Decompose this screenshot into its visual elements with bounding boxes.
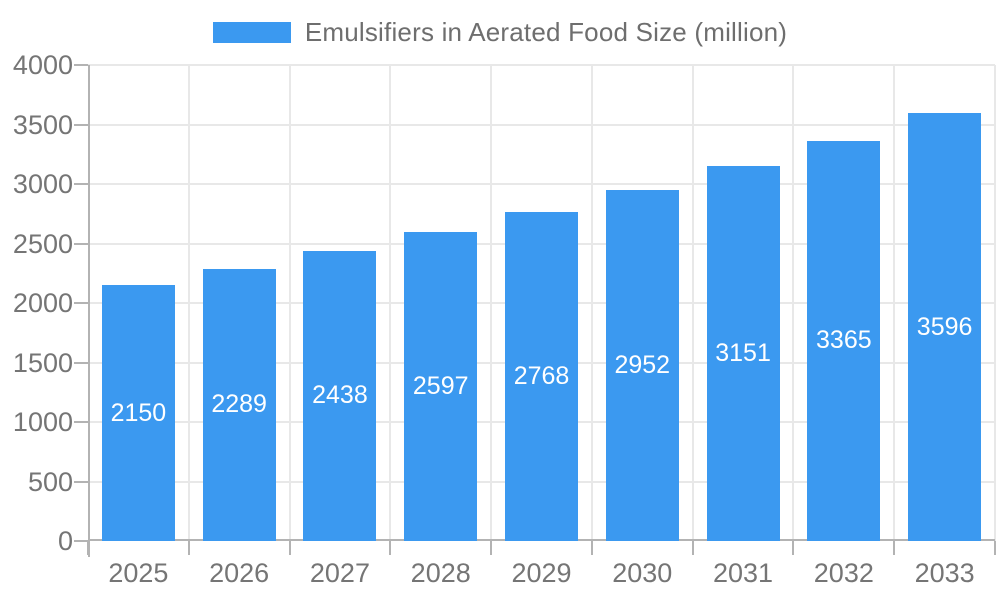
- y-axis-tick: [74, 540, 88, 542]
- gridline-vertical: [389, 65, 392, 541]
- bar-value-label: 3151: [715, 339, 771, 367]
- x-tick-label: 2030: [612, 558, 673, 588]
- y-tick-label: 4000: [12, 50, 73, 80]
- x-axis-tick: [187, 541, 190, 555]
- gridline-vertical: [994, 65, 996, 541]
- gridline-horizontal: [88, 123, 995, 126]
- y-axis-tick: [74, 361, 88, 364]
- bar-value-label: 2289: [211, 390, 267, 419]
- gridline-vertical: [893, 65, 896, 541]
- y-axis-tick: [74, 64, 88, 66]
- x-tick-label: 2028: [410, 558, 471, 588]
- bar-2031[interactable]: 3151: [706, 166, 780, 541]
- y-axis-tick: [74, 480, 88, 483]
- y-tick-label: 1000: [12, 407, 73, 437]
- legend-item[interactable]: Emulsifiers in Aerated Food Size (millio…: [0, 14, 1000, 50]
- plot-area: 0 500 1000 1500 2000 2500 3000 3500 4000 2150 2289…: [13, 50, 996, 588]
- gridline-horizontal: [88, 183, 995, 185]
- gridline-vertical: [490, 65, 493, 541]
- x-axis-tick: [288, 541, 291, 555]
- y-axis-tick: [74, 302, 88, 304]
- y-tick-label: 2000: [12, 288, 73, 318]
- y-axis-tick: [74, 421, 88, 423]
- bar-value-label: 2597: [412, 371, 469, 400]
- gridline-vertical: [288, 65, 291, 541]
- y-axis-tick: [74, 242, 88, 245]
- bar-value-label: 2438: [312, 381, 368, 410]
- x-tick-label: 2031: [713, 558, 774, 588]
- bar-value-label: 2150: [110, 398, 167, 427]
- x-axis-tick: [994, 541, 996, 555]
- bar-2025[interactable]: 2150: [101, 285, 175, 541]
- bar-2033[interactable]: 3596: [908, 113, 982, 541]
- bar-2030[interactable]: 2952: [605, 189, 679, 541]
- bar-value-label: 2768: [513, 361, 570, 390]
- x-tick-label: 2033: [914, 558, 975, 588]
- y-axis-line: [88, 65, 90, 557]
- bar-value-label: 3596: [916, 312, 973, 341]
- y-axis-tick: [74, 183, 88, 185]
- x-tick-label: 2027: [309, 558, 370, 588]
- gridline-vertical: [792, 65, 795, 541]
- x-tick-label: 2029: [511, 558, 572, 588]
- bar-2028[interactable]: 2597: [404, 231, 478, 541]
- x-axis-tick: [490, 541, 493, 555]
- x-tick-label: 2025: [108, 558, 169, 588]
- x-axis-tick: [893, 541, 896, 555]
- bar-value-label: 2952: [614, 350, 671, 379]
- bar-2032[interactable]: 3365: [807, 140, 881, 541]
- gridline-vertical: [590, 65, 593, 541]
- gridline-horizontal: [88, 64, 995, 66]
- y-tick-label: 3000: [12, 169, 73, 199]
- y-axis-tick: [74, 123, 88, 126]
- legend-swatch: [212, 21, 291, 43]
- x-axis-tick: [691, 541, 694, 555]
- x-axis-tick: [87, 541, 89, 555]
- x-tick-label: 2026: [209, 558, 270, 588]
- gridline-vertical: [187, 65, 190, 541]
- gridline-vertical: [691, 65, 694, 541]
- bar-2029[interactable]: 2768: [505, 211, 578, 541]
- x-axis-tick: [389, 541, 392, 555]
- bar-2027[interactable]: 2438: [303, 250, 377, 541]
- x-axis-tick: [792, 541, 795, 555]
- y-tick-label: 2500: [12, 228, 73, 259]
- y-tick-label: 1500: [12, 347, 73, 378]
- y-tick-label: 0: [57, 526, 73, 556]
- bar-value-label: 3365: [816, 326, 872, 355]
- x-tick-label: 2032: [813, 558, 874, 588]
- y-tick-label: 500: [27, 466, 73, 497]
- bar-2026[interactable]: 2289: [202, 268, 276, 541]
- legend-label: Emulsifiers in Aerated Food Size (millio…: [304, 16, 788, 47]
- x-axis-tick: [590, 541, 593, 555]
- y-tick-label: 3500: [12, 109, 73, 140]
